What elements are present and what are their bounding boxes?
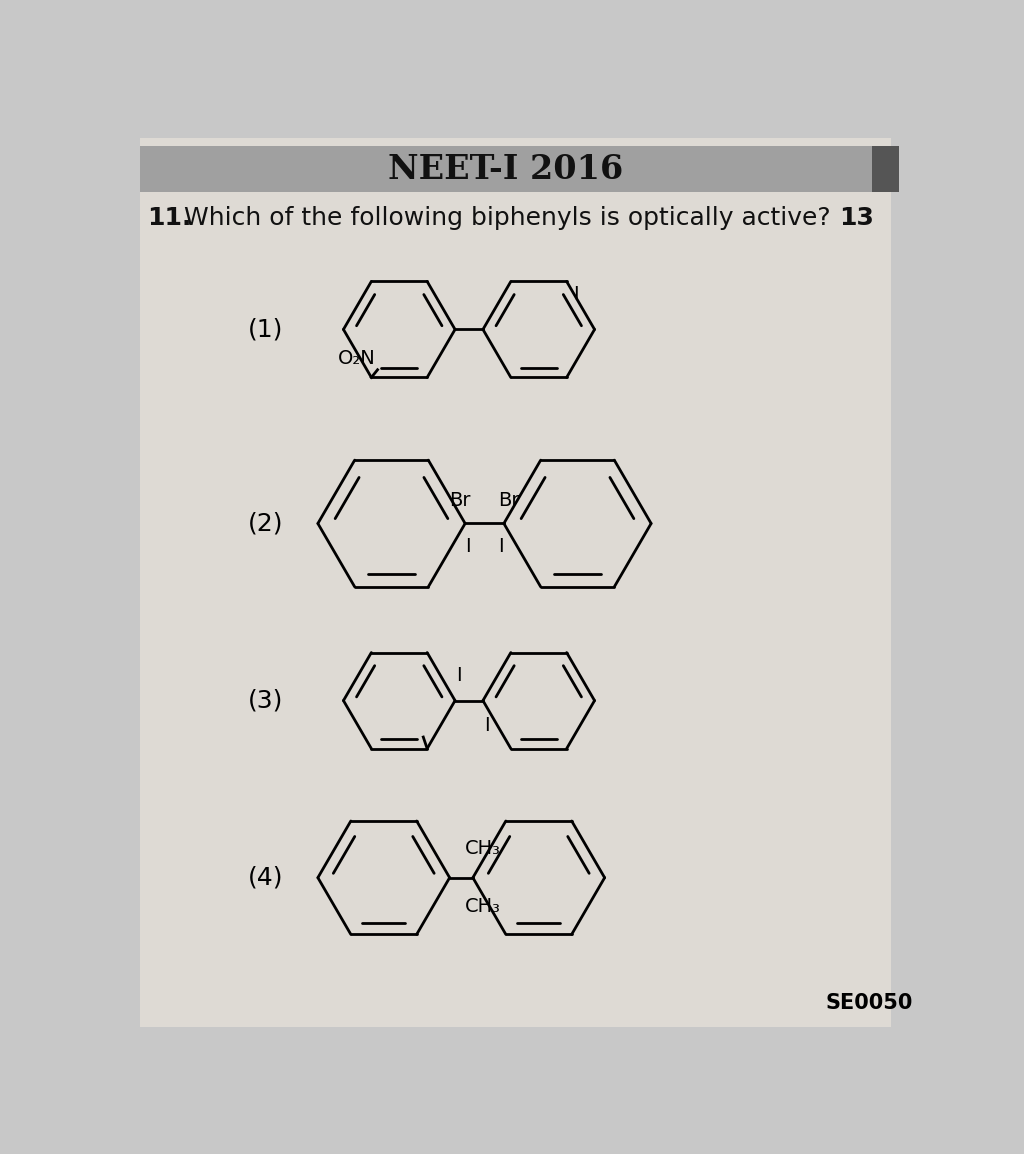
Text: 13: 13 [839,207,873,231]
Text: I: I [499,538,504,556]
Text: I: I [465,538,471,556]
Text: Which of the following biphenyls is optically active?: Which of the following biphenyls is opti… [183,207,830,231]
Text: Br: Br [499,490,520,510]
Text: (1): (1) [248,317,284,342]
Text: SE0050: SE0050 [825,994,912,1013]
Text: Br: Br [450,490,471,510]
Text: (2): (2) [248,511,284,535]
Text: (4): (4) [248,866,284,890]
Bar [139,147,872,193]
Text: I: I [572,285,579,305]
Text: I: I [456,666,462,685]
Text: (3): (3) [248,689,284,712]
Text: O₂N: O₂N [338,350,375,368]
Bar [872,147,899,193]
Text: I: I [484,715,489,735]
Text: CH₃: CH₃ [465,839,501,859]
Text: NEET-I 2016: NEET-I 2016 [388,152,623,186]
Text: 11.: 11. [147,207,191,231]
Text: CH₃: CH₃ [465,897,501,916]
